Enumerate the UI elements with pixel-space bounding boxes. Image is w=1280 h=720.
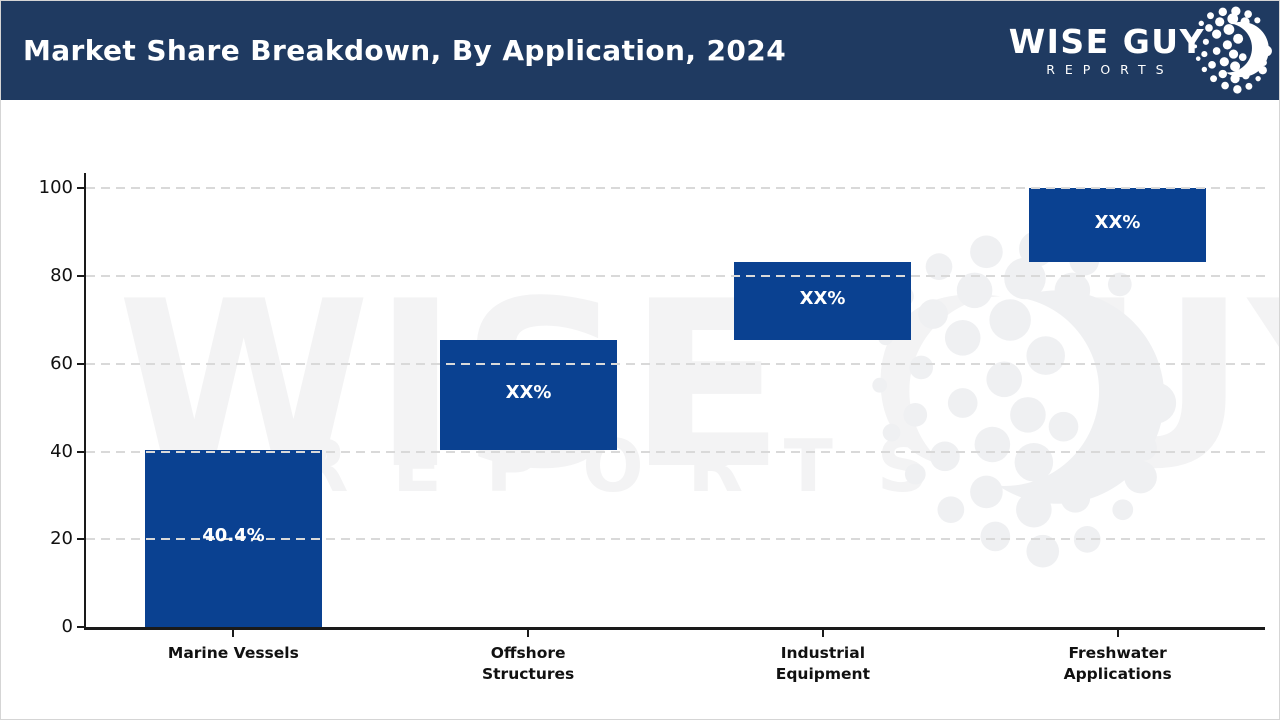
header-bar: Market Share Breakdown, By Application, … [1,1,1279,100]
y-axis-spine [84,173,86,630]
wiseguy-logo: WISE GUY REPORTS [1009,4,1275,98]
bar-value-label: XX% [505,381,552,403]
bar-value-label: XX% [1094,211,1141,233]
gridline [86,450,1265,453]
x-tick-mark [1116,629,1119,637]
bar-value-label: 40.4% [202,525,265,547]
x-axis-label: Marine Vessels [167,644,299,662]
y-tick-label: 60 [50,352,73,374]
x-tick-mark [232,629,235,637]
y-tick-mark [77,450,86,453]
y-tick-mark [77,187,86,190]
x-axis-label: Offshore Structures [481,644,575,683]
y-tick-mark [77,362,86,365]
x-tick-mark [821,629,824,637]
y-tick-mark [77,275,86,278]
dotted-head-icon [1193,5,1272,94]
y-tick-label: 40 [50,440,73,462]
gridline [86,538,1265,541]
y-tick-label: 20 [50,528,73,550]
y-tick-mark [77,626,86,628]
bar-freshwater-applications [1029,188,1206,262]
gridline [86,362,1265,365]
x-axis-label: Freshwater Applications [1063,644,1172,683]
x-axis-spine [84,627,1265,630]
gridline [86,187,1265,190]
y-tick-mark [77,538,86,541]
gridline [86,275,1265,278]
y-tick-label: 0 [61,616,73,637]
x-tick-mark [527,629,530,637]
y-tick-label: 80 [50,265,73,287]
y-tick-label: 100 [38,177,73,199]
logo-text: WISE GUY REPORTS [1009,25,1205,77]
logo-subtext: REPORTS [1046,61,1174,77]
x-axis-label: Industrial Equipment [775,644,870,683]
bar-offshore-structures [440,340,617,450]
chart-title: Market Share Breakdown, By Application, … [23,34,787,67]
logo-wordmark: WISE GUY [1008,21,1205,61]
bar-value-label: XX% [799,288,846,310]
chart-canvas: WISE GUY REPORTS 02040608010040.4%Marine… [1,100,1279,719]
